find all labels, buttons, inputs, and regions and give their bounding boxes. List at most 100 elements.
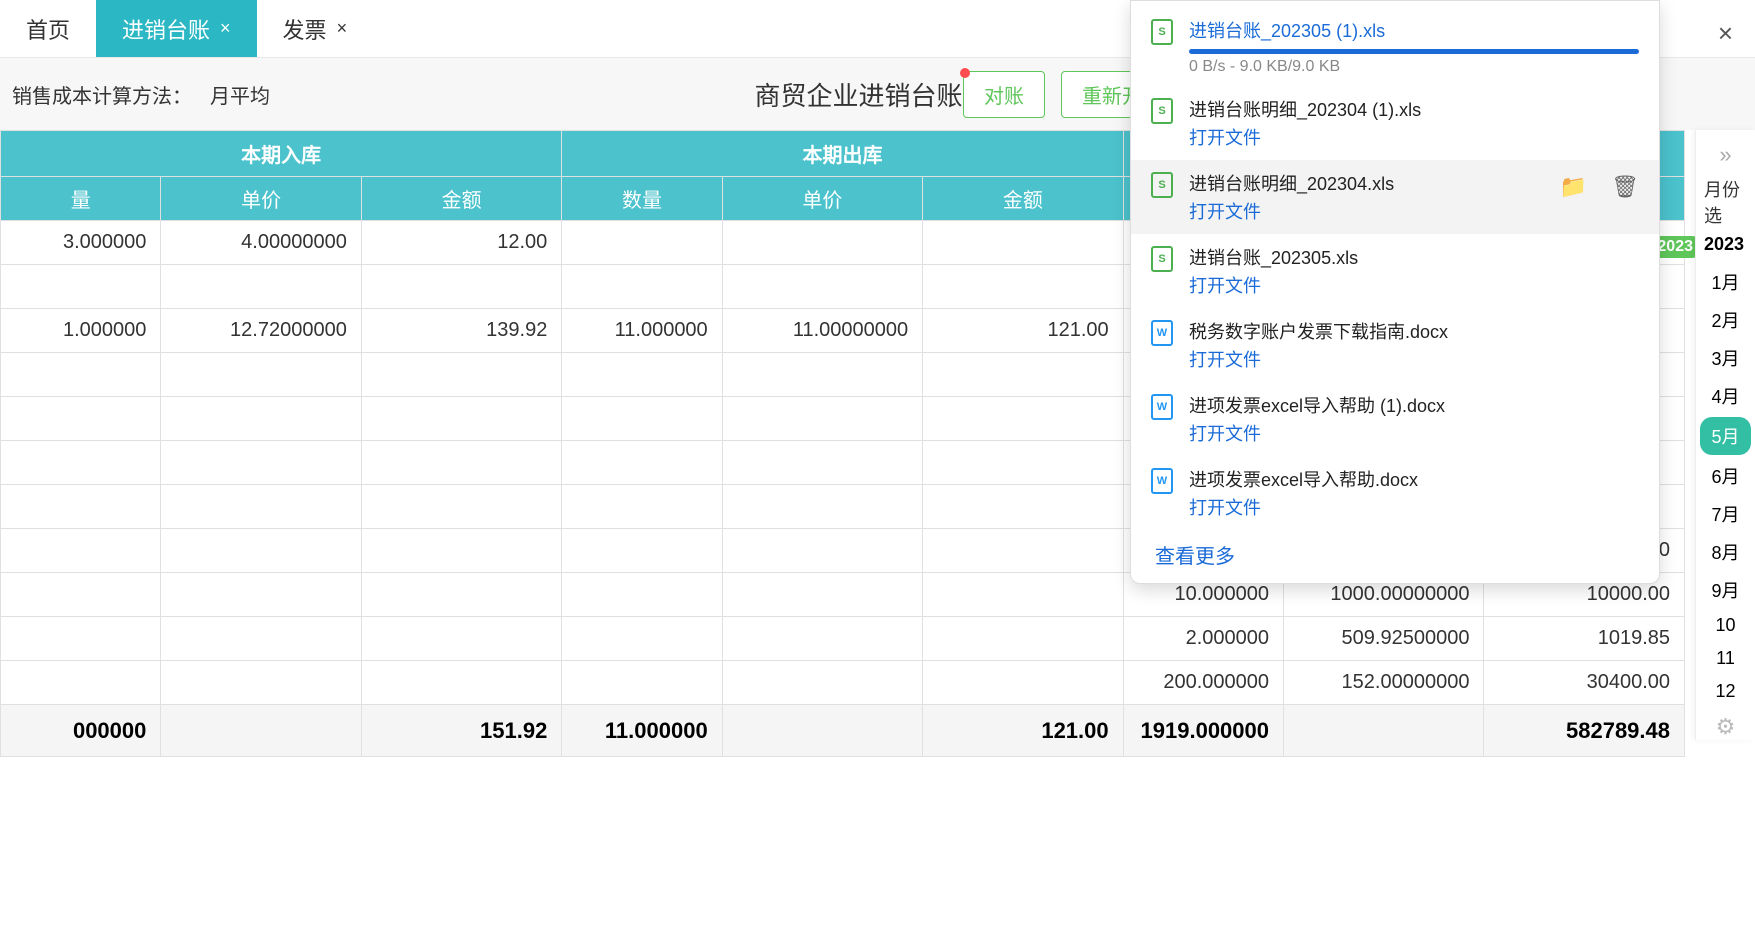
tab-home[interactable]: 首页 (0, 0, 96, 57)
month-item[interactable]: 4月 (1696, 377, 1755, 415)
trash-icon[interactable]: 🗑 (1611, 174, 1639, 200)
table-cell (1, 661, 161, 705)
tab-label: 发票 (283, 13, 327, 45)
close-icon[interactable]: × (220, 18, 231, 39)
table-cell (361, 573, 561, 617)
table-cell (161, 485, 361, 529)
month-item[interactable]: 1月 (1696, 263, 1755, 301)
open-file-link[interactable]: 打开文件 (1189, 198, 1544, 224)
open-file-link[interactable]: 打开文件 (1189, 346, 1639, 372)
reconcile-button[interactable]: 对账 (963, 71, 1045, 118)
gear-icon[interactable]: ⚙ (1696, 708, 1755, 740)
table-cell (562, 441, 722, 485)
table-cell (562, 529, 722, 573)
downloads-panel: S进销台账_202305 (1).xls0 B/s - 9.0 KB/9.0 K… (1130, 0, 1660, 584)
download-item[interactable]: S进销台账明细_202304 (1).xls打开文件 (1131, 86, 1659, 160)
download-item[interactable]: S进销台账_202305.xls打开文件 (1131, 234, 1659, 308)
table-cell (361, 353, 561, 397)
month-panel: » 月份选 2023 1月2月3月4月5月6月7月8月9月101112 ⚙ (1695, 130, 1755, 740)
month-item[interactable]: 10 (1696, 609, 1755, 642)
month-item[interactable]: 2月 (1696, 301, 1755, 339)
tab-label: 进销台账 (122, 13, 210, 45)
table-cell (161, 353, 361, 397)
footer-cell (1284, 705, 1484, 757)
month-item[interactable]: 6月 (1696, 457, 1755, 495)
table-row: 2.000000509.925000001019.85 (1, 617, 1685, 661)
cost-method-label: 销售成本计算方法： (12, 80, 192, 109)
tab-invoice[interactable]: 发票 × (257, 0, 374, 57)
month-item[interactable]: 12 (1696, 675, 1755, 708)
open-file-link[interactable]: 打开文件 (1189, 272, 1639, 298)
table-cell (722, 265, 922, 309)
table-cell (722, 397, 922, 441)
table-cell (923, 265, 1123, 309)
table-cell: 121.00 (923, 309, 1123, 353)
table-cell: 2.000000 (1123, 617, 1283, 661)
column-header: 单价 (722, 177, 922, 221)
folder-icon[interactable]: 📁 (1560, 174, 1587, 200)
collapse-icon[interactable]: » (1696, 138, 1755, 172)
table-cell: 4.00000000 (161, 221, 361, 265)
view-more-link[interactable]: 查看更多 (1131, 530, 1659, 569)
table-cell: 1019.85 (1484, 617, 1685, 661)
close-icon[interactable]: × (337, 18, 348, 39)
footer-cell: 582789.48 (1484, 705, 1685, 757)
table-cell (562, 573, 722, 617)
table-cell (161, 573, 361, 617)
table-cell (562, 397, 722, 441)
table-cell: 1.000000 (1, 309, 161, 353)
column-header: 量 (1, 177, 161, 221)
month-panel-year: 2023 (1696, 232, 1755, 263)
footer-cell (161, 705, 361, 757)
table-cell (722, 617, 922, 661)
column-header: 金额 (361, 177, 561, 221)
close-icon[interactable]: × (1718, 18, 1733, 49)
table-cell: 12.72000000 (161, 309, 361, 353)
footer-cell: 151.92 (361, 705, 561, 757)
tab-ledger[interactable]: 进销台账 × (96, 0, 257, 57)
table-cell (361, 397, 561, 441)
month-item[interactable]: 3月 (1696, 339, 1755, 377)
table-cell (722, 441, 922, 485)
table-cell (161, 661, 361, 705)
open-file-link[interactable]: 打开文件 (1189, 494, 1639, 520)
button-label: 对账 (984, 86, 1024, 108)
month-item[interactable]: 8月 (1696, 533, 1755, 571)
month-item[interactable]: 7月 (1696, 495, 1755, 533)
table-cell (722, 573, 922, 617)
table-cell: 11.00000000 (722, 309, 922, 353)
table-cell (1, 617, 161, 661)
table-cell: 152.00000000 (1284, 661, 1484, 705)
table-cell (923, 441, 1123, 485)
footer-cell: 11.000000 (562, 705, 722, 757)
open-file-link[interactable]: 打开文件 (1189, 124, 1639, 150)
download-item[interactable]: W税务数字账户发票下载指南.docx打开文件 (1131, 308, 1659, 382)
download-progress (1189, 49, 1639, 54)
document-icon: W (1151, 468, 1173, 494)
column-header: 金额 (923, 177, 1123, 221)
table-cell (361, 441, 561, 485)
download-filename: 进销台账_202305 (1).xls (1189, 17, 1639, 43)
table-cell: 11.000000 (562, 309, 722, 353)
table-cell (1, 265, 161, 309)
open-file-link[interactable]: 打开文件 (1189, 420, 1639, 446)
month-item[interactable]: 9月 (1696, 571, 1755, 609)
table-cell (722, 661, 922, 705)
table-cell (923, 221, 1123, 265)
download-item[interactable]: W进项发票excel导入帮助 (1).docx打开文件 (1131, 382, 1659, 456)
table-cell (923, 485, 1123, 529)
column-group-out: 本期出库 (562, 131, 1123, 177)
footer-cell: 000000 (1, 705, 161, 757)
table-cell (361, 265, 561, 309)
spreadsheet-icon: S (1151, 246, 1173, 272)
download-item[interactable]: W进项发票excel导入帮助.docx打开文件 (1131, 456, 1659, 530)
download-item[interactable]: S进销台账明细_202304.xls打开文件📁🗑 (1131, 160, 1659, 234)
table-cell (1, 353, 161, 397)
month-item[interactable]: 11 (1696, 642, 1755, 675)
table-cell (361, 661, 561, 705)
table-cell (161, 265, 361, 309)
table-cell (923, 617, 1123, 661)
download-item[interactable]: S进销台账_202305 (1).xls0 B/s - 9.0 KB/9.0 K… (1131, 7, 1659, 86)
month-item[interactable]: 5月 (1700, 417, 1751, 455)
cost-method-value[interactable]: 月平均 (202, 78, 278, 111)
